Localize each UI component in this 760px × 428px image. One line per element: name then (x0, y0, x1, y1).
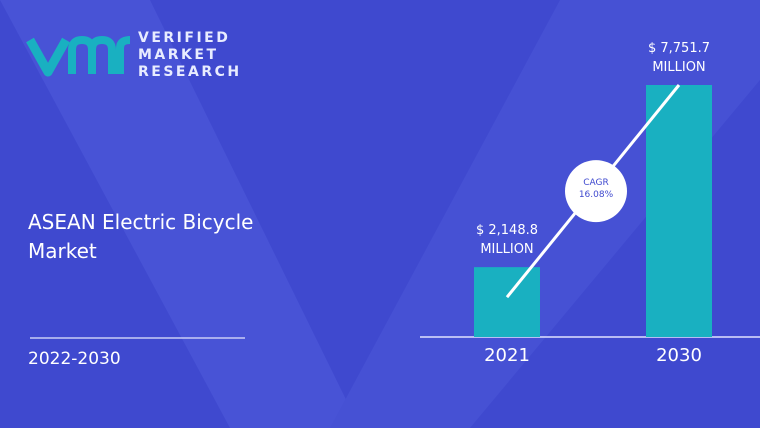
cagr-label: CAGR (583, 178, 609, 188)
cagr-value: 16.08% (579, 190, 614, 200)
background-shape (0, 0, 360, 428)
chart-title: ASEAN Electric Bicycle Market (28, 210, 254, 263)
value-label: $ 2,148.8 MILLION (475, 223, 539, 258)
chart-subtitle: 2022-2030 (28, 349, 121, 369)
value-label: $ 7,751.7 MILLION (647, 41, 711, 75)
logo-mark (68, 35, 116, 74)
x-tick-label: 2021 (484, 345, 530, 366)
bar (474, 267, 540, 337)
cagr-badge (565, 160, 627, 223)
brand-text: VERIFIED (138, 30, 231, 46)
brand-text: MARKET (138, 47, 219, 63)
bar (646, 85, 712, 337)
x-tick-label: 2030 (656, 345, 702, 366)
logo-mark (26, 37, 70, 77)
logo-mark (116, 36, 131, 74)
brand-text: RESEARCH (138, 64, 242, 80)
